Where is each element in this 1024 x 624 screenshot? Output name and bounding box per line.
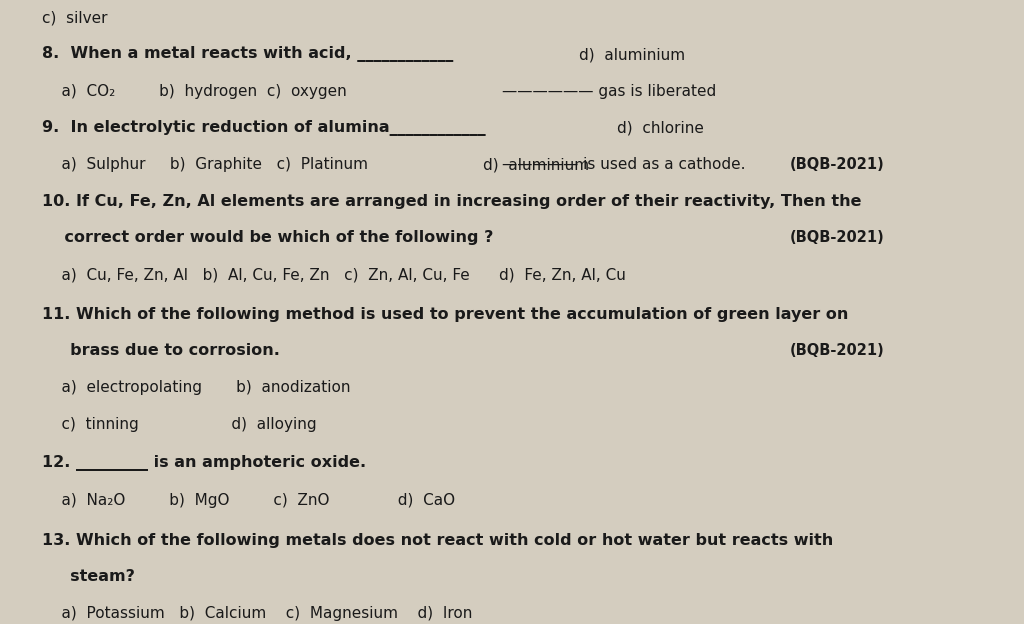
Text: 9.  In electrolytic reduction of alumina____________: 9. In electrolytic reduction of alumina_… <box>42 120 486 135</box>
Text: d)  aluminium: d) aluminium <box>483 157 589 172</box>
Text: (BQB-2021): (BQB-2021) <box>790 157 885 172</box>
Text: —————— gas is liberated: —————— gas is liberated <box>503 84 717 99</box>
Text: ————— is used as a cathode.: ————— is used as a cathode. <box>503 157 745 172</box>
Text: steam?: steam? <box>42 570 135 585</box>
Text: d)  chlorine: d) chlorine <box>617 120 705 135</box>
Text: (BQB-2021): (BQB-2021) <box>790 230 885 245</box>
Text: brass due to corrosion.: brass due to corrosion. <box>42 343 281 358</box>
Text: 12. _________ is an amphoteric oxide.: 12. _________ is an amphoteric oxide. <box>42 456 367 472</box>
Text: 10. If Cu, Fe, Zn, Al elements are arranged in increasing order of their reactiv: 10. If Cu, Fe, Zn, Al elements are arran… <box>42 194 862 209</box>
Text: a)  CO₂         b)  hydrogen  c)  oxygen: a) CO₂ b) hydrogen c) oxygen <box>42 84 347 99</box>
Text: correct order would be which of the following ?: correct order would be which of the foll… <box>42 230 494 245</box>
Text: a)  Sulphur     b)  Graphite   c)  Platinum: a) Sulphur b) Graphite c) Platinum <box>42 157 369 172</box>
Text: a)  Potassium   b)  Calcium    c)  Magnesium    d)  Iron: a) Potassium b) Calcium c) Magnesium d) … <box>42 606 473 621</box>
Text: (BQB-2021): (BQB-2021) <box>790 343 885 358</box>
Text: a)  Cu, Fe, Zn, Al   b)  Al, Cu, Fe, Zn   c)  Zn, Al, Cu, Fe      d)  Fe, Zn, Al: a) Cu, Fe, Zn, Al b) Al, Cu, Fe, Zn c) Z… <box>42 267 627 282</box>
Text: d)  aluminium: d) aluminium <box>579 47 685 62</box>
Text: a)  Na₂O         b)  MgO         c)  ZnO              d)  CaO: a) Na₂O b) MgO c) ZnO d) CaO <box>42 493 456 508</box>
Text: 11. Which of the following method is used to prevent the accumulation of green l: 11. Which of the following method is use… <box>42 307 849 322</box>
Text: c)  tinning                   d)  alloying: c) tinning d) alloying <box>42 417 317 432</box>
Text: 13. Which of the following metals does not react with cold or hot water but reac: 13. Which of the following metals does n… <box>42 533 834 548</box>
Text: c)  silver: c) silver <box>42 11 108 26</box>
Text: 8.  When a metal reacts with acid, ____________: 8. When a metal reacts with acid, ______… <box>42 46 454 62</box>
Text: a)  electropolating       b)  anodization: a) electropolating b) anodization <box>42 380 351 395</box>
